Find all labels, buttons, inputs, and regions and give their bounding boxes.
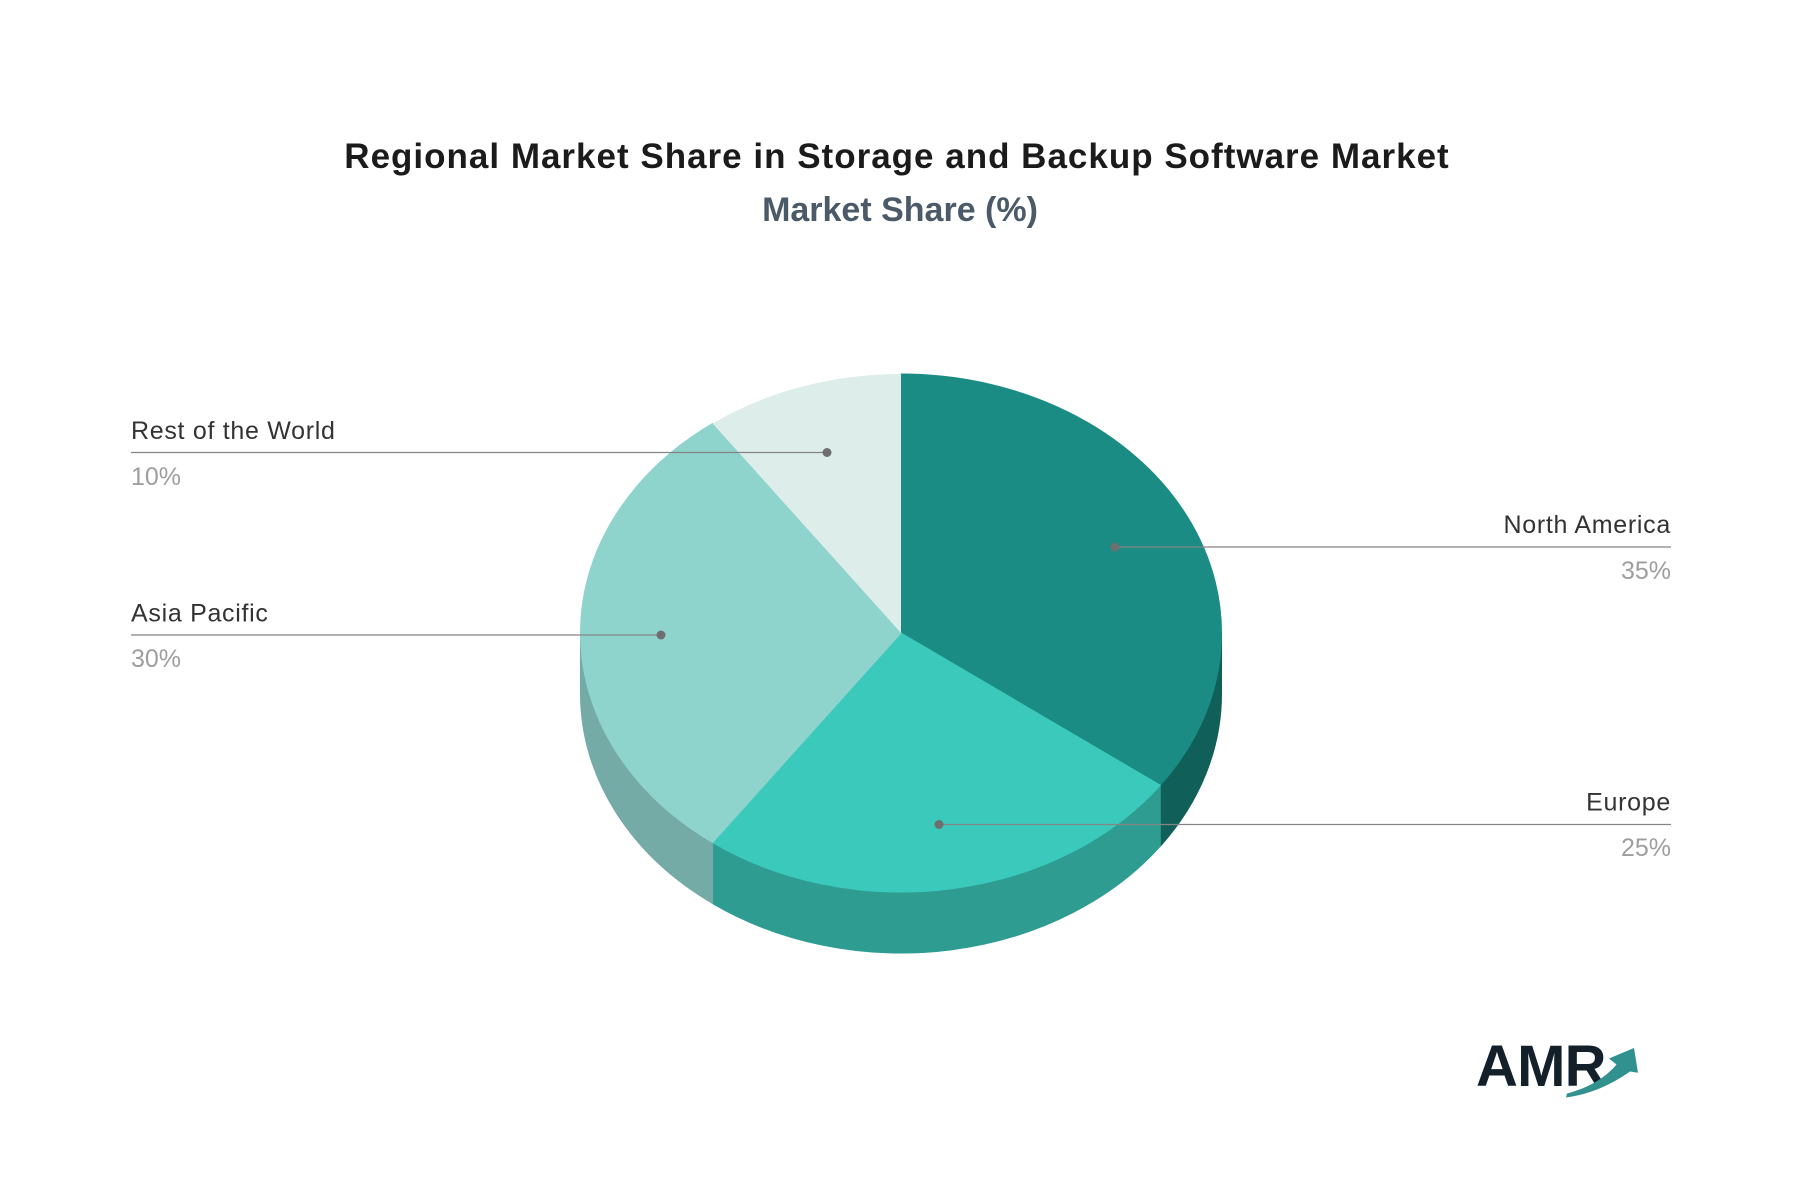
svg-text:35%: 35%: [1621, 557, 1671, 585]
svg-text:Rest of the World: Rest of the World: [131, 417, 336, 445]
svg-text:Asia Pacific: Asia Pacific: [131, 600, 269, 628]
svg-text:25%: 25%: [1621, 834, 1671, 862]
svg-text:North America: North America: [1504, 511, 1672, 539]
svg-text:10%: 10%: [131, 463, 181, 491]
svg-text:Regional Market Share in Stora: Regional Market Share in Storage and Bac…: [344, 137, 1449, 176]
svg-text:Market Share (%): Market Share (%): [762, 191, 1038, 229]
svg-text:30%: 30%: [131, 645, 181, 673]
svg-text:Europe: Europe: [1586, 789, 1671, 817]
